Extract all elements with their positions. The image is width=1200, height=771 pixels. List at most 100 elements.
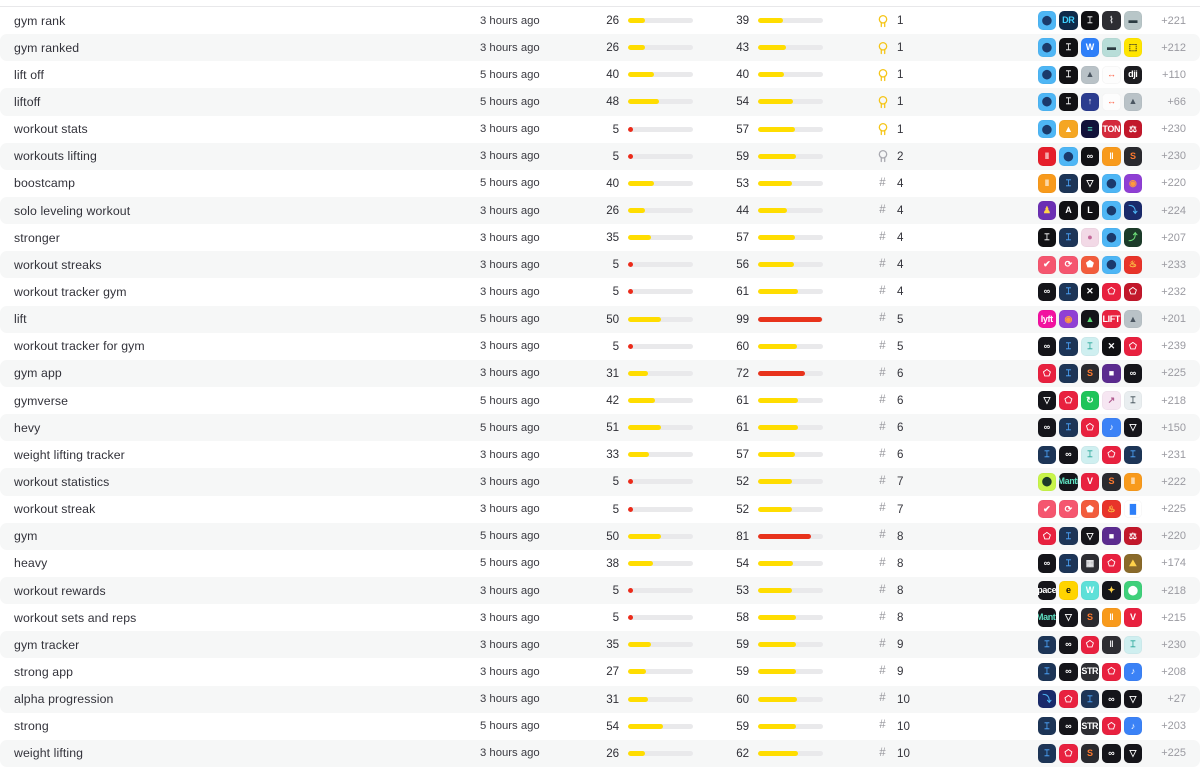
app-icon[interactable]: ⌶ (1059, 38, 1078, 57)
app-icon[interactable]: ⌶ (1059, 282, 1078, 302)
app-icon[interactable]: ⌶ (1123, 635, 1142, 655)
app-icon[interactable]: ▽ (1059, 608, 1078, 627)
table-row[interactable]: liftoff 5 hours ago 48 54 1 ⬤ ⌶ ↑ ↔ ▲ +66 (0, 88, 1200, 116)
app-icon[interactable]: e (1059, 581, 1078, 600)
table-row[interactable]: workout stats 3 hours ago 5 57 1 ⬤ ▲ ≡ TON ⚖ +230 (0, 115, 1200, 143)
app-icon[interactable]: ⬠ (1037, 364, 1056, 383)
app-icon[interactable]: ∞ (1123, 364, 1142, 383)
app-icon[interactable]: ♨ (1102, 499, 1121, 519)
app-icon[interactable]: Manti (1037, 608, 1056, 627)
app-icon[interactable]: ⤵ (1037, 689, 1056, 709)
app-icon[interactable]: ▬ (1102, 38, 1121, 57)
app-icon[interactable]: ⬤ (1102, 255, 1121, 275)
app-icon[interactable]: ∞ (1059, 635, 1078, 655)
app-icon[interactable]: V (1080, 472, 1099, 492)
more-apps-count[interactable]: +225 (1161, 747, 1186, 760)
app-icon[interactable]: ▲ (1080, 65, 1099, 85)
table-row[interactable]: hevy 5 hours ago 51 61 #6 ∞ ⌶ ⬠ ♪ ▽ +150 (0, 414, 1200, 442)
table-row[interactable]: gymverse 5 hours ago 42 61 #6 ▽ ⬠ ↻ ↗ ⌶ +218 (0, 386, 1200, 415)
app-icon[interactable]: ⬤ (1037, 38, 1056, 57)
app-icon[interactable]: ⬠ (1102, 554, 1121, 573)
app-icon[interactable]: ▽ (1123, 744, 1142, 763)
table-row[interactable]: gym rank 3 hours ago 26 39 1 ⬤ DR ⌶ ⌇ ▬ +221 (0, 7, 1200, 35)
app-icon[interactable]: ‖ (1037, 147, 1056, 166)
app-icon[interactable]: ↗ (1102, 391, 1121, 410)
app-icon[interactable]: ■ (1102, 364, 1121, 383)
app-icon[interactable]: ⌶ (1123, 391, 1142, 410)
app-icon[interactable]: ⌶ (1059, 418, 1078, 437)
app-icon[interactable]: ◉ (1123, 174, 1142, 193)
more-apps-count[interactable]: +218 (1161, 584, 1186, 597)
app-icon[interactable]: ‖ (1037, 174, 1056, 193)
app-icon[interactable]: ‖ (1123, 472, 1142, 492)
table-row[interactable]: workout rewards 3 hours ago 5 53 #8 pace e W ✦ ⬤ +… (0, 576, 1200, 605)
app-icon[interactable]: ∞ (1037, 337, 1056, 356)
app-icon[interactable]: W (1080, 581, 1099, 600)
app-icon[interactable]: ⌶ (1037, 635, 1056, 655)
app-icon[interactable]: lyft (1037, 309, 1056, 329)
table-row[interactable]: strong app 3 hours ago 27 59 #9 ⌶ ∞ STR ⬠ ♪ +208 (0, 658, 1200, 686)
app-icon[interactable]: S (1102, 472, 1121, 492)
table-row[interactable]: workout tracker for gym 3 hours ago 5 60 #5 ∞… (0, 332, 1200, 360)
app-icon[interactable]: ‖ (1102, 635, 1121, 655)
app-icon[interactable]: ⚖ (1123, 526, 1142, 546)
app-icon[interactable]: ⌶ (1037, 716, 1056, 736)
app-icon[interactable]: ⛰ (1123, 554, 1142, 573)
app-icon[interactable]: ⬤ (1123, 581, 1142, 600)
app-icon[interactable]: ⬠ (1102, 662, 1121, 682)
app-icon[interactable]: ⟳ (1059, 255, 1078, 275)
app-icon[interactable]: DR (1059, 11, 1078, 30)
app-icon[interactable]: S (1123, 147, 1142, 166)
app-icon[interactable]: ↔ (1102, 92, 1121, 112)
app-icon[interactable]: W (1080, 38, 1099, 57)
app-icon[interactable]: ● (1080, 228, 1099, 247)
app-icon[interactable]: ⬤ (1037, 65, 1056, 85)
app-icon[interactable]: ∞ (1080, 147, 1099, 166)
app-icon[interactable]: TON (1102, 119, 1121, 139)
app-icon[interactable]: ◉ (1059, 309, 1078, 329)
app-icon[interactable]: ↔ (1102, 65, 1121, 85)
app-icon[interactable]: ▲ (1123, 92, 1142, 112)
app-icon[interactable]: ∞ (1037, 554, 1056, 573)
app-icon[interactable]: ⌶ (1059, 554, 1078, 573)
table-row[interactable]: workout sets and reps 3 hours ago 5 58 #8 Man… (0, 604, 1200, 632)
app-icon[interactable]: ⚖ (1123, 119, 1142, 139)
app-icon[interactable]: ⤵ (1123, 201, 1142, 220)
app-icon[interactable]: ♪ (1123, 662, 1142, 682)
table-row[interactable]: alpha progression 3 hours ago 31 60 #10 ⤵ ⬠ ⌶ ∞ ▽… (0, 685, 1200, 713)
app-icon[interactable]: ⌶ (1059, 337, 1078, 356)
more-apps-count[interactable]: +201 (1161, 313, 1186, 326)
more-apps-count[interactable]: +239 (1161, 340, 1186, 353)
app-icon[interactable]: ⬤ (1037, 119, 1056, 139)
app-icon[interactable]: ∞ (1037, 282, 1056, 302)
table-row[interactable]: gym tracker 3 hours ago 35 59 #9 ⌶ ∞ ⬠ ‖ ⌶ +230 (0, 631, 1200, 659)
more-apps-count[interactable]: +66 (1167, 95, 1186, 108)
table-row[interactable]: workouts lifting 3 hours ago 5 59 2 ‖ ⬤ ∞ ‖ S +230 (0, 142, 1200, 170)
table-row[interactable]: stronger 3 hours ago 35 57 #4 ⌶ ⌶ ● ⬤ ⤴ +207 (0, 224, 1200, 252)
app-icon[interactable]: ⌶ (1080, 337, 1099, 356)
more-apps-count[interactable]: +110 (1162, 68, 1186, 81)
table-row[interactable]: lift 5 hours ago 50 99 #5 lyft ◉ ▲ LIFT ▲ +201 (0, 305, 1200, 333)
more-apps-count[interactable]: +225 (1161, 503, 1186, 516)
app-icon[interactable]: ⬠ (1080, 635, 1099, 655)
more-apps-count[interactable]: +230 (1161, 638, 1186, 651)
app-icon[interactable]: ∞ (1059, 662, 1078, 682)
app-icon[interactable]: S (1080, 364, 1099, 383)
app-icon[interactable]: ⬠ (1059, 391, 1078, 410)
app-icon[interactable]: ▽ (1080, 526, 1099, 546)
app-icon[interactable]: ⬤ (1102, 228, 1121, 247)
app-icon[interactable]: ⬠ (1123, 282, 1142, 302)
app-icon[interactable]: ⌶ (1080, 11, 1099, 30)
more-apps-count[interactable]: +233 (1161, 258, 1186, 271)
app-icon[interactable]: ⌶ (1080, 689, 1099, 709)
app-icon[interactable]: ✕ (1080, 282, 1099, 302)
more-apps-count[interactable]: +220 (1161, 530, 1186, 543)
more-apps-count[interactable]: +221 (1161, 14, 1186, 27)
table-row[interactable]: gym ranked 3 hours ago 26 43 1 ⬤ ⌶ W ▬ ⬚ +212 (0, 34, 1200, 62)
app-icon[interactable]: ⌶ (1037, 662, 1056, 682)
app-icon[interactable]: ✔ (1037, 255, 1056, 275)
app-icon[interactable]: dji (1123, 65, 1142, 85)
app-icon[interactable]: ⬠ (1059, 689, 1078, 709)
app-icon[interactable]: ⬠ (1080, 418, 1099, 437)
